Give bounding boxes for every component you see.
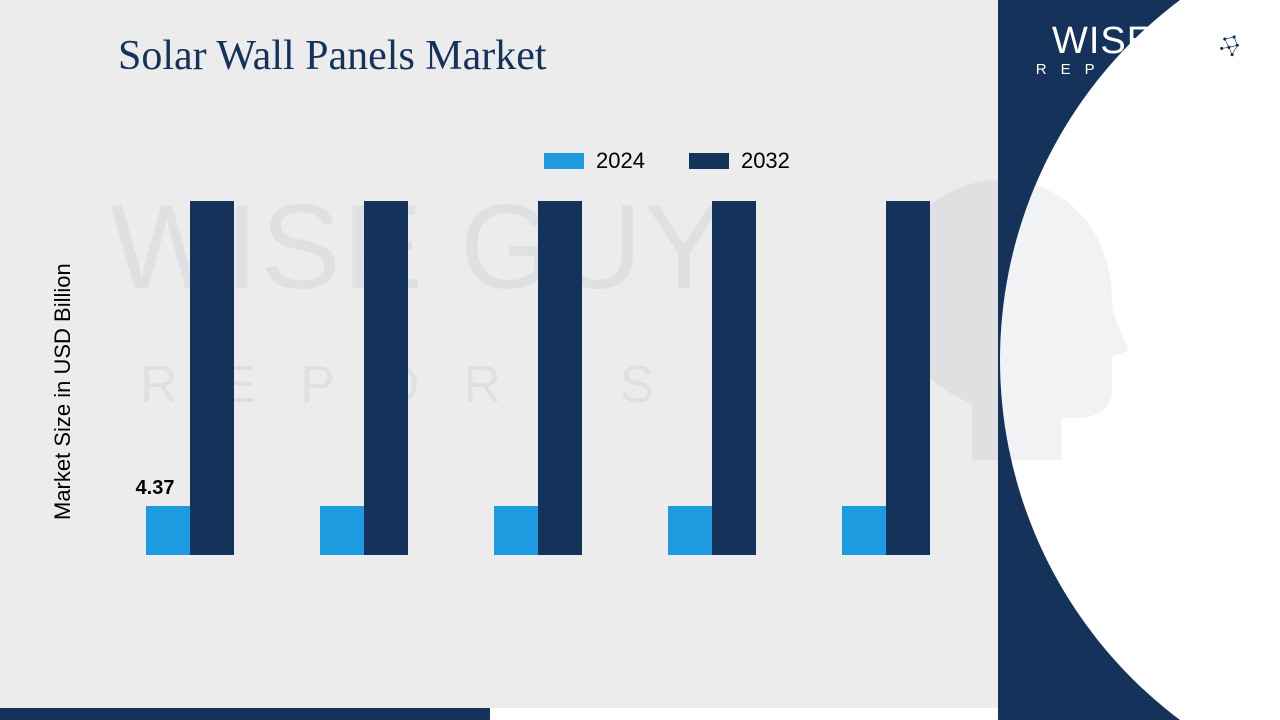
y-axis-label: Market Size in USD Billion — [50, 263, 76, 520]
bar-2032 — [886, 201, 930, 555]
bar-2024 — [494, 506, 538, 555]
legend-swatch-2024 — [544, 153, 584, 169]
bottom-strip — [0, 708, 490, 720]
brand-sub: REPORTS — [1036, 62, 1206, 77]
legend-label-2024: 2024 — [596, 148, 645, 174]
legend-item-2024: 2024 — [544, 148, 645, 174]
bar-2024 — [842, 506, 886, 555]
brand-logo: WISE GUY REPORTS — [1036, 22, 1250, 77]
legend-item-2032: 2032 — [689, 148, 790, 174]
bar-2032 — [538, 201, 582, 555]
plot-area: 4.37NORTHAMERICAEUROPESOUTHAMERICAASIAPA… — [105, 190, 975, 555]
legend: 2024 2032 — [544, 148, 790, 174]
brand-head-icon — [1204, 22, 1256, 80]
bar-2032 — [364, 201, 408, 555]
bar-value-label: 4.37 — [125, 477, 185, 500]
bar-2024 — [320, 506, 364, 555]
legend-label-2032: 2032 — [741, 148, 790, 174]
bar-2032 — [190, 201, 234, 555]
legend-swatch-2032 — [689, 153, 729, 169]
bar-2024 — [668, 506, 712, 555]
chart-canvas: WISE GUYREPORTS Solar Wall Panels Market… — [0, 0, 1280, 720]
bar-2032 — [712, 201, 756, 555]
chart-title: Solar Wall Panels Market — [118, 32, 547, 80]
bar-2024 — [146, 506, 190, 555]
